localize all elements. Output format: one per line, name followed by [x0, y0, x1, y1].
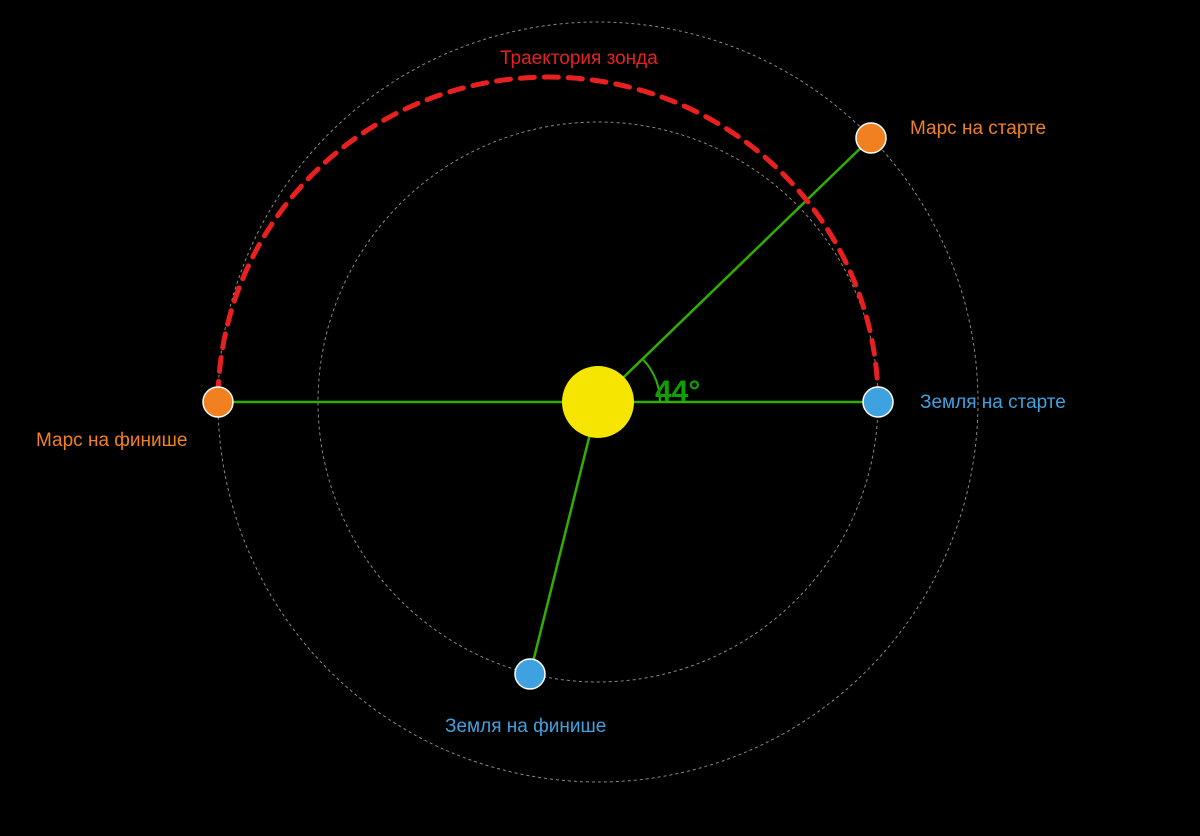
mars-finish-body — [203, 387, 233, 417]
mars-start-label: Марс на старте — [910, 118, 1046, 140]
angle-label: 44° — [655, 375, 700, 409]
line-to-mars-start — [598, 138, 871, 402]
probe-trajectory — [218, 77, 878, 402]
earth-finish-label: Земля на финише — [445, 716, 606, 738]
earth-start-body — [863, 387, 893, 417]
sun — [562, 366, 634, 438]
mars-finish-label: Марс на финише — [36, 430, 187, 452]
trajectory-label: Траектория зонда — [500, 48, 658, 70]
earth-finish-body — [515, 659, 545, 689]
line-to-earth-finish — [530, 402, 598, 674]
earth-start-label: Земля на старте — [920, 392, 1066, 414]
mars-start-body — [856, 123, 886, 153]
